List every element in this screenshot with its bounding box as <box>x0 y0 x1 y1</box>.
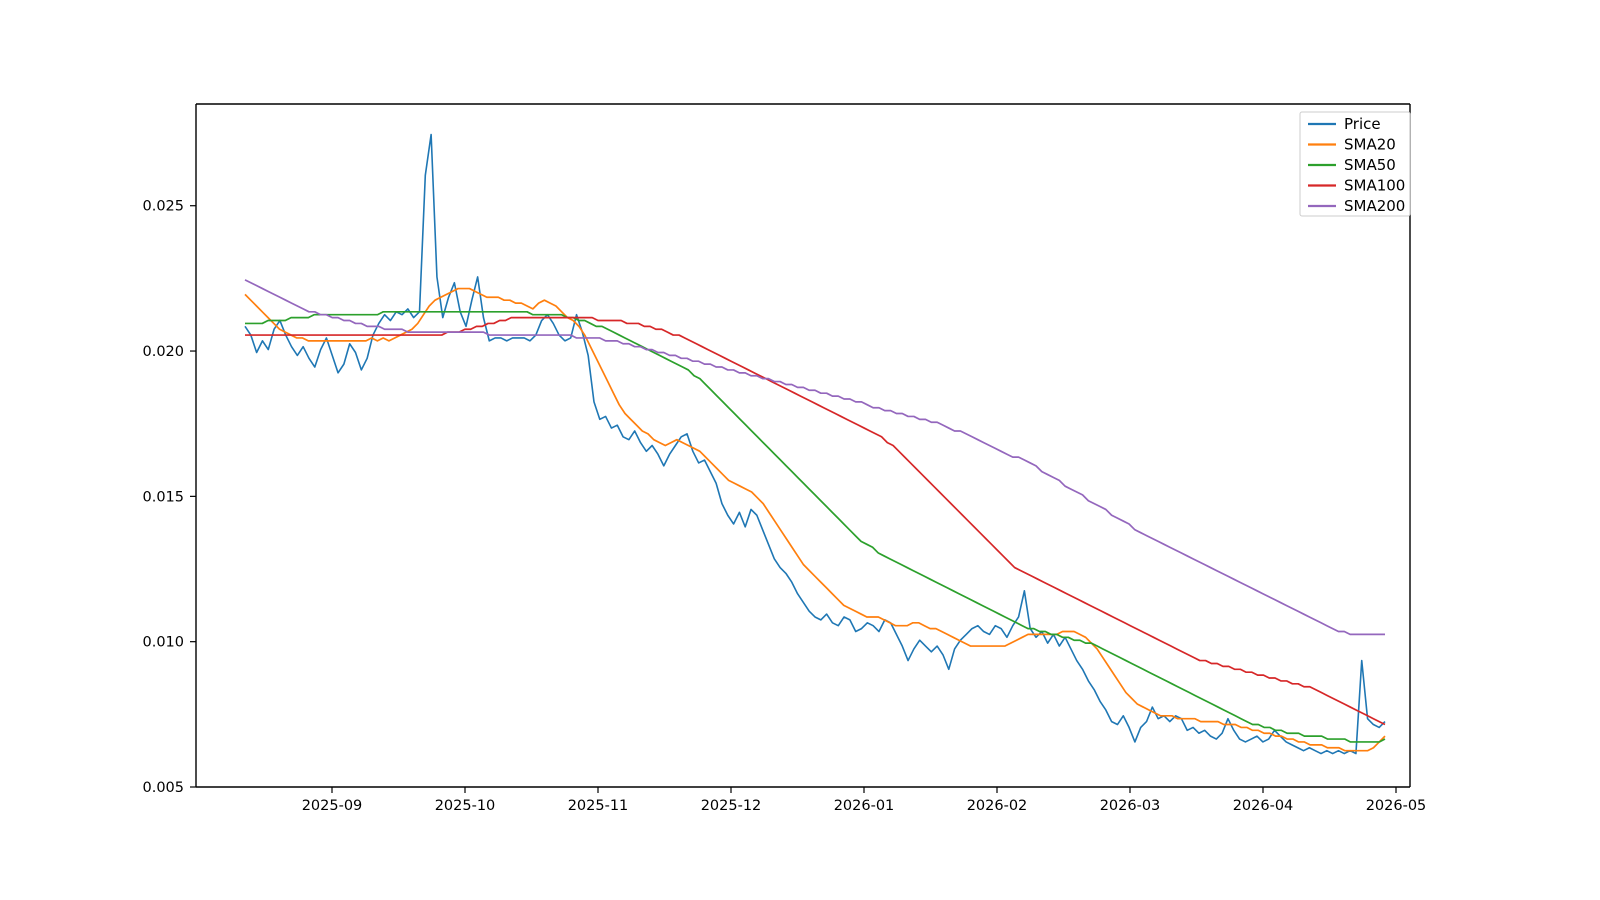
y-axis-ticks: 0.005 0.010 0.015 0.020 0.025 <box>142 199 196 796</box>
x-tick-label: 2025-12 <box>701 798 762 814</box>
x-tick-label: 2026-05 <box>1366 798 1427 814</box>
legend-label-sma50: SMA50 <box>1344 156 1396 174</box>
legend-label-sma100: SMA100 <box>1344 177 1405 195</box>
x-tick-label: 2026-03 <box>1100 798 1161 814</box>
x-tick-label: 2026-02 <box>967 798 1028 814</box>
x-tick-label: 2026-04 <box>1233 798 1294 814</box>
y-tick-label: 0.015 <box>142 489 184 505</box>
x-tick-label: 2025-11 <box>568 798 629 814</box>
plot-background <box>196 104 1410 787</box>
chart-legend[interactable]: Price SMA20 SMA50 SMA100 SMA200 <box>1299 111 1411 217</box>
series-line-price <box>244 133 1386 755</box>
axes-area: 0.005 0.010 0.015 0.020 0.025 2025-09 2025-10… <box>142 103 1427 814</box>
x-tick-label: 2026-01 <box>834 798 895 814</box>
x-axis-ticks: 2025-09 2025-10 2025-11 2025-12 2026-01 2026-… <box>302 787 1427 814</box>
series-line-sma100 <box>245 316 1386 726</box>
legend-box <box>1299 111 1411 217</box>
y-tick-label: 0.025 <box>142 199 184 215</box>
y-tick-label: 0.005 <box>142 780 184 796</box>
x-tick-label: 2025-09 <box>302 798 363 814</box>
data-series-group <box>244 133 1386 755</box>
y-tick-label: 0.020 <box>142 344 184 360</box>
series-line-sma20 <box>244 287 1386 752</box>
x-tick-label: 2025-10 <box>435 798 496 814</box>
y-tick-label: 0.010 <box>142 635 184 651</box>
series-line-sma200 <box>244 279 1385 636</box>
legend-label-sma20: SMA20 <box>1344 136 1396 154</box>
series-line-sma50 <box>245 310 1386 743</box>
legend-label-price: Price <box>1344 115 1381 133</box>
legend-label-sma200: SMA200 <box>1344 197 1405 215</box>
